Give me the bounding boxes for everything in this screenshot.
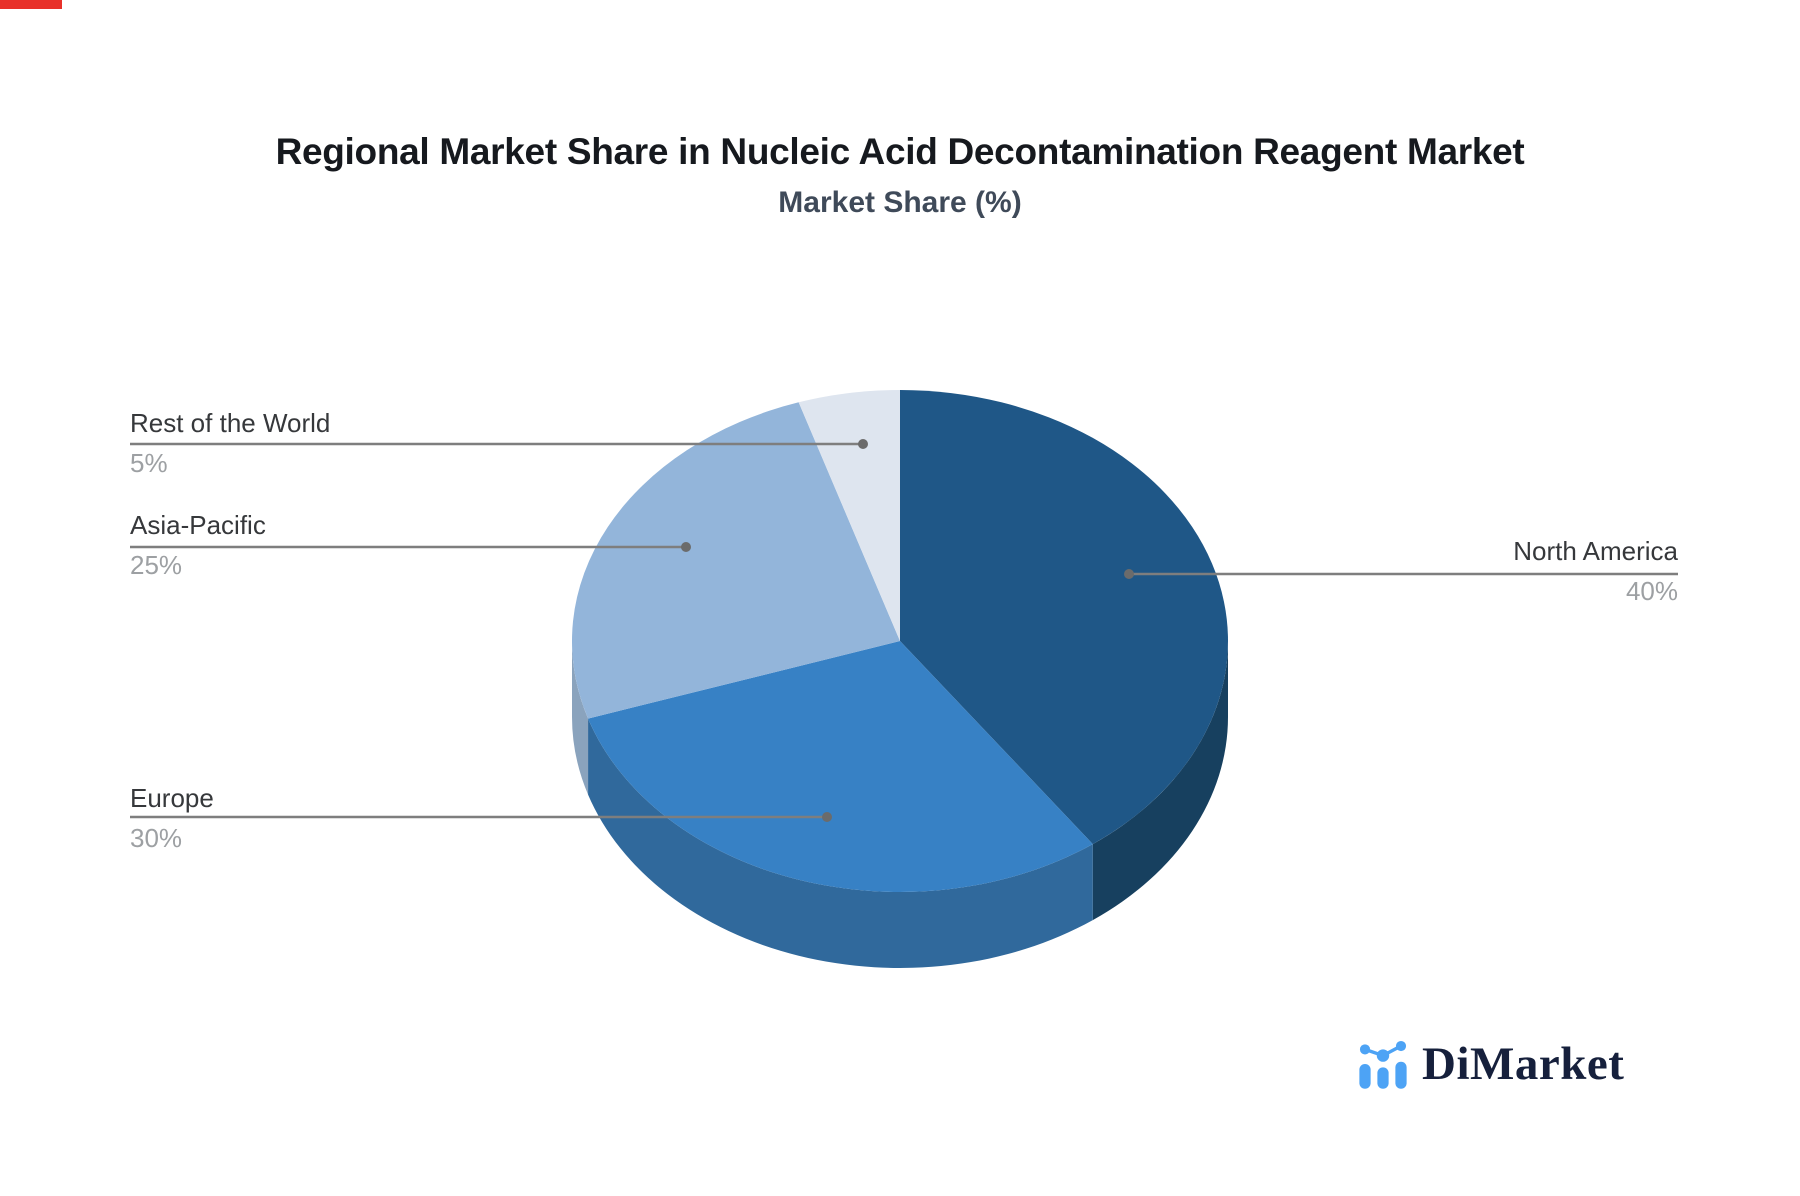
callout-rest-of-the-world: Rest of the World 5% bbox=[130, 408, 330, 478]
pie-slice-rest-of-the-world[interactable] bbox=[798, 390, 900, 641]
pie-slice-asia-pacific[interactable] bbox=[571, 402, 900, 719]
leader-dot-rest-of-the-world bbox=[858, 439, 868, 449]
slice-value-rest-of-the-world: 5% bbox=[130, 448, 168, 478]
slice-label-north-america: North America bbox=[1513, 536, 1678, 566]
brand-name: DiMarket bbox=[1422, 1038, 1625, 1090]
leader-dot-north-america bbox=[1124, 569, 1134, 579]
pie-slice-north-america[interactable] bbox=[900, 390, 1229, 845]
callout-asia-pacific: Asia-Pacific 25% bbox=[130, 510, 266, 580]
bar-trend-chart-icon bbox=[1359, 1040, 1407, 1089]
leader-dot-europe bbox=[822, 812, 832, 822]
pie-slice-side-europe bbox=[588, 718, 1093, 969]
chart-title: Regional Market Share in Nucleic Acid De… bbox=[275, 131, 1525, 172]
pie-slice-europe[interactable] bbox=[588, 641, 1093, 893]
chart-subtitle: Market Share (%) bbox=[778, 186, 1022, 219]
slice-value-north-america: 40% bbox=[1625, 576, 1678, 606]
slice-value-asia-pacific: 25% bbox=[130, 550, 183, 580]
leader-dot-asia-pacific bbox=[681, 542, 691, 552]
top-left-red-marker bbox=[0, 0, 62, 9]
slice-label-rest-of-the-world: Rest of the World bbox=[130, 408, 331, 438]
callout-north-america: North America 40% bbox=[1513, 536, 1678, 606]
pie-slice-side-north-america bbox=[1092, 641, 1228, 921]
slice-value-europe: 30% bbox=[130, 823, 183, 853]
slice-label-asia-pacific: Asia-Pacific bbox=[130, 510, 266, 540]
slice-label-europe: Europe bbox=[130, 783, 214, 813]
pie-slice-side-asia-pacific bbox=[572, 641, 589, 795]
brand-logo: DiMarket bbox=[1356, 1036, 1624, 1092]
callout-europe: Europe 30% bbox=[130, 783, 214, 853]
